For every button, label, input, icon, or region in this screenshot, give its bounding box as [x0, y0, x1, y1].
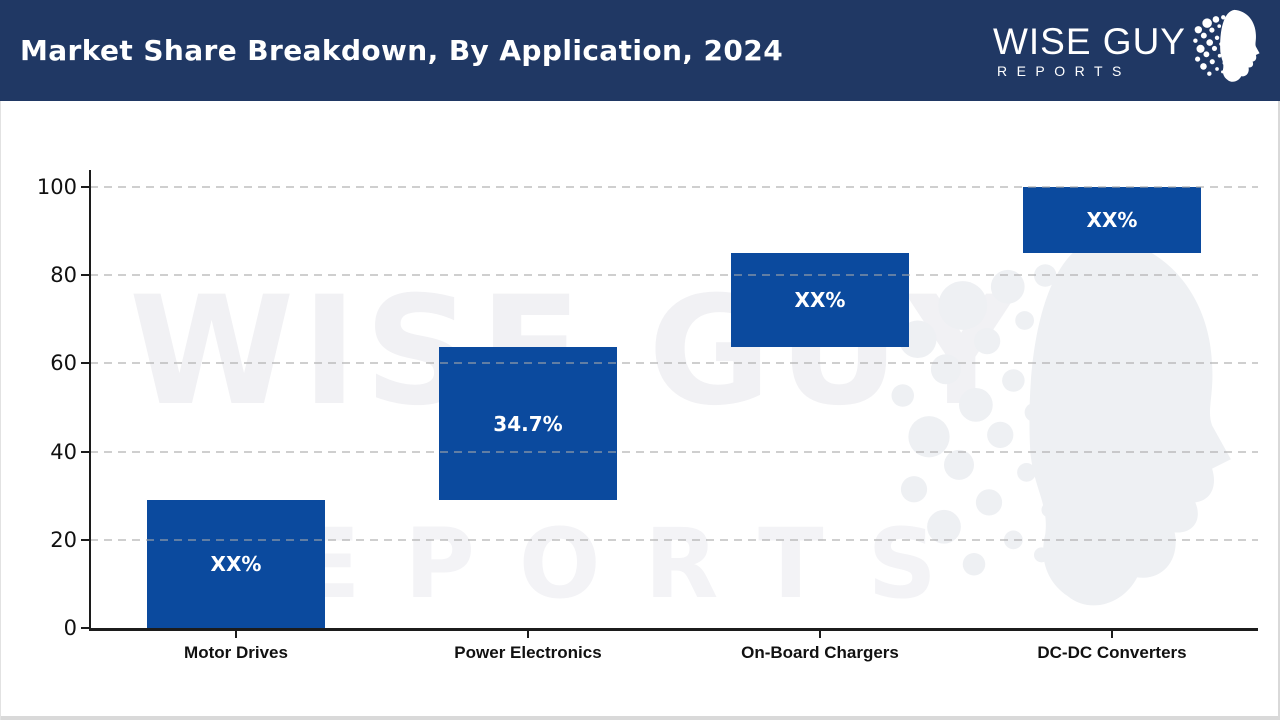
- x-category-label: Motor Drives: [184, 643, 288, 662]
- y-tick-label: 40: [50, 439, 77, 464]
- gridline: [90, 186, 1258, 188]
- x-tick-mark: [527, 631, 529, 638]
- y-tick-label: 60: [50, 351, 77, 376]
- logo-subtitle: REPORTS: [996, 62, 1131, 79]
- x-axis-line: [89, 628, 1258, 631]
- wise-guy-head-icon: [1193, 9, 1260, 82]
- y-tick-label: 20: [50, 527, 77, 552]
- gridline: [90, 362, 1258, 365]
- y-tick-label: 100: [36, 175, 77, 199]
- y-tick-mark: [81, 274, 89, 277]
- gridline: [90, 538, 1258, 541]
- y-tick-mark: [81, 450, 89, 453]
- bar-value-label: XX%: [794, 288, 846, 313]
- bottom-border: [1, 716, 1280, 720]
- y-tick-mark: [81, 362, 89, 365]
- y-tick-label: 80: [50, 263, 77, 288]
- logo-wordmark: WISE GUY: [992, 20, 1186, 62]
- x-tick-mark: [819, 631, 821, 638]
- y-axis-line: [89, 170, 91, 631]
- y-tick-mark: [81, 186, 89, 188]
- wise-guy-reports-logo: WISE GUY REPORTS: [993, 7, 1266, 95]
- chart-area: WISE GUY REPORTS: [0, 101, 1280, 720]
- y-tick-mark: [81, 627, 89, 629]
- bar-value-label: XX%: [1086, 208, 1138, 233]
- y-tick-label: 0: [63, 616, 77, 640]
- gridline: [90, 450, 1258, 453]
- y-tick-mark: [81, 538, 89, 541]
- bar-motor-drives: [147, 500, 325, 628]
- gridline: [90, 274, 1258, 277]
- watermark-head-icon: [891, 238, 1231, 606]
- bar-power-electronics: [439, 347, 617, 501]
- bar-dc-dc-converters: [1023, 187, 1201, 254]
- x-category-label: Power Electronics: [454, 643, 602, 662]
- bar-on-board-chargers: [731, 253, 909, 348]
- logo-text: WISE GUY REPORTS: [993, 23, 1186, 79]
- header: Market Share Breakdown, By Application, …: [0, 0, 1280, 101]
- bar-value-label: 34.7%: [493, 411, 563, 436]
- x-tick-mark: [1111, 631, 1113, 638]
- x-tick-mark: [235, 631, 237, 638]
- x-category-label: On-Board Chargers: [741, 643, 899, 662]
- x-category-label: DC-DC Converters: [1037, 643, 1187, 662]
- chart-title: Market Share Breakdown, By Application, …: [20, 34, 784, 67]
- bar-value-label: XX%: [210, 552, 262, 577]
